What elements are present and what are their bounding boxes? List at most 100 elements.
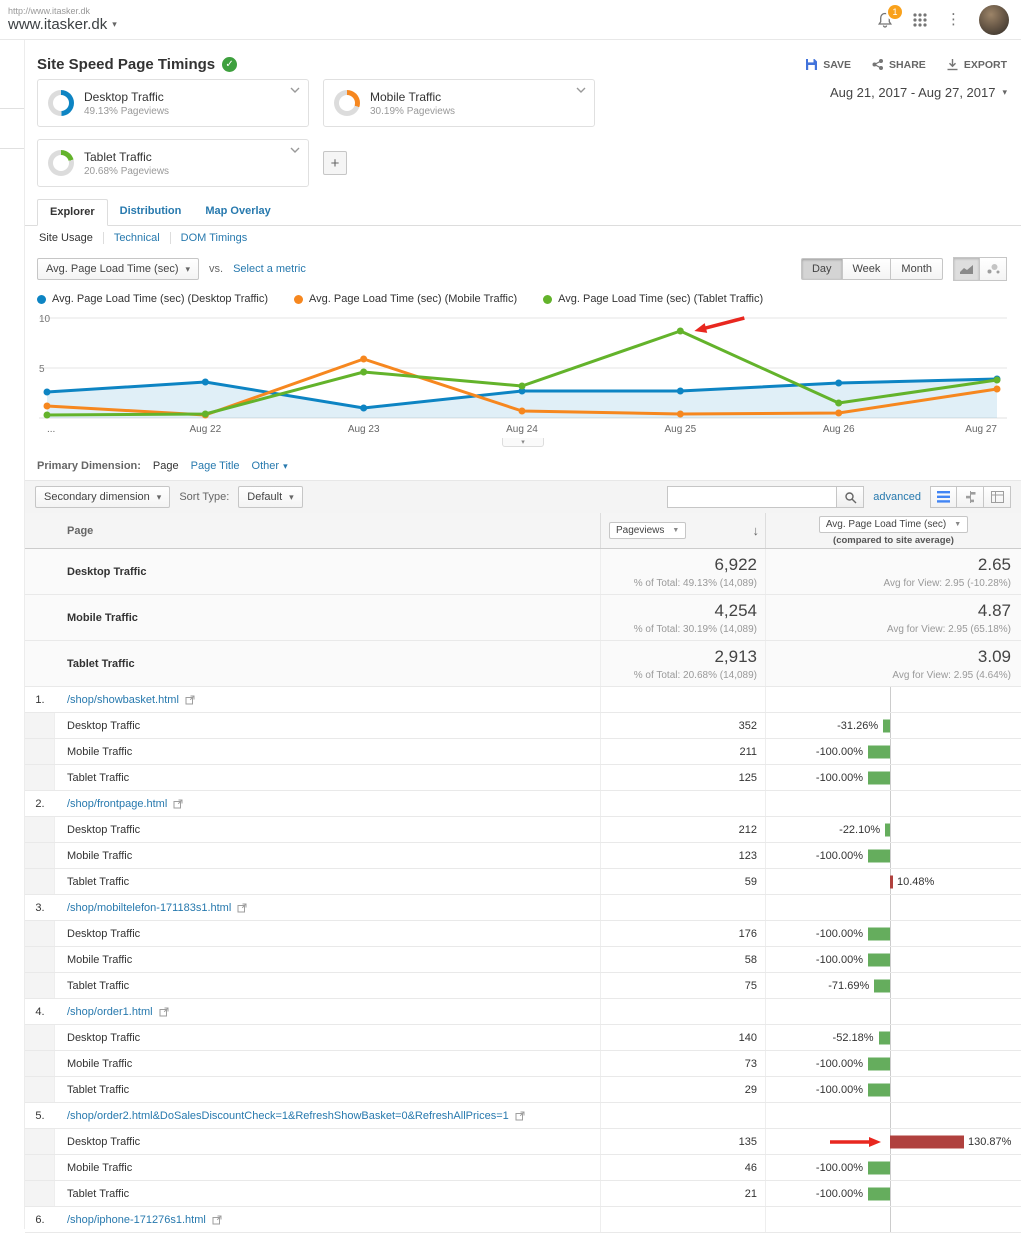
subtab-technical[interactable]: Technical bbox=[102, 232, 170, 244]
delta-bar bbox=[885, 823, 890, 836]
chart-type-motion-button[interactable] bbox=[980, 257, 1007, 281]
bar-axis bbox=[890, 1077, 891, 1102]
page-cell: /shop/order2.html&DoSalesDiscountCheck=1… bbox=[55, 1103, 600, 1128]
page-group-row: 5. /shop/order2.html&DoSalesDiscountCheck… bbox=[25, 1103, 1021, 1129]
dimension-page[interactable]: Page bbox=[152, 460, 179, 472]
page-link[interactable]: /shop/order1.html bbox=[67, 1005, 153, 1018]
row-segment-label: Desktop Traffic bbox=[67, 1031, 141, 1044]
advanced-link[interactable]: advanced bbox=[873, 491, 921, 503]
legend-item: Avg. Page Load Time (sec) (Tablet Traffi… bbox=[543, 293, 763, 305]
table-search-input[interactable] bbox=[667, 486, 838, 508]
row-pageviews: 58 bbox=[600, 947, 765, 972]
row-pageviews: 73 bbox=[600, 1051, 765, 1076]
tab-distribution[interactable]: Distribution bbox=[119, 205, 182, 217]
timeline-chart[interactable]: 5 10... Aug 22 Aug 23 Aug 24 Aug 25 Aug 26 Aug … bbox=[31, 308, 1013, 438]
dimension-page-title[interactable]: Page Title bbox=[190, 460, 240, 472]
row-segment-label: Mobile Traffic bbox=[67, 953, 133, 966]
open-in-new-icon[interactable] bbox=[212, 1215, 222, 1225]
pageviews-cell bbox=[600, 895, 765, 920]
open-in-new-icon[interactable] bbox=[237, 903, 247, 913]
collapsed-sidebar[interactable] bbox=[0, 40, 25, 1229]
caret-down-icon: ▾ bbox=[112, 19, 117, 29]
delta-label: -100.00% bbox=[815, 771, 863, 784]
metric-cell bbox=[765, 1207, 1021, 1232]
open-in-new-icon[interactable] bbox=[185, 695, 195, 705]
page-link[interactable]: /shop/order2.html&DoSalesDiscountCheck=1… bbox=[67, 1109, 509, 1122]
subtab-site-usage[interactable]: Site Usage bbox=[39, 232, 93, 244]
metric-cell bbox=[765, 1103, 1021, 1128]
metric-column-select[interactable]: Avg. Page Load Time (sec) ▼ bbox=[818, 515, 969, 533]
report-tabs: Explorer Distribution Map Overlay bbox=[25, 199, 1021, 226]
segment-card-desktop[interactable]: Desktop Traffic 49.13% Pageviews bbox=[37, 79, 309, 127]
property-selector[interactable]: http://www.itasker.dk www.itasker.dk ▾ bbox=[8, 6, 117, 33]
chart-collapse-handle[interactable]: ▾ bbox=[502, 438, 544, 447]
select-metric-link[interactable]: Select a metric bbox=[233, 263, 306, 275]
svg-text:...: ... bbox=[47, 424, 55, 435]
delta-bar bbox=[868, 849, 890, 862]
page-link[interactable]: /shop/mobiltelefon-171183s1.html bbox=[67, 901, 232, 914]
row-gutter bbox=[25, 713, 55, 738]
segment-card-mobile[interactable]: Mobile Traffic 30.19% Pageviews bbox=[323, 79, 595, 127]
account-selector[interactable]: www.itasker.dk ▾ bbox=[8, 16, 117, 33]
date-range-picker[interactable]: Aug 21, 2017 - Aug 27, 2017 ▾ bbox=[829, 85, 1007, 100]
segment-donut-icon bbox=[334, 90, 360, 116]
tab-explorer[interactable]: Explorer bbox=[37, 199, 108, 226]
pageviews-cell bbox=[600, 999, 765, 1024]
kebab-menu-button[interactable]: ⋮ bbox=[946, 11, 961, 28]
tab-map-overlay[interactable]: Map Overlay bbox=[205, 205, 271, 217]
row-pageviews: 29 bbox=[600, 1077, 765, 1102]
share-button[interactable]: SHARE bbox=[871, 58, 926, 71]
column-header-page[interactable]: Page bbox=[67, 524, 94, 537]
bar-axis bbox=[890, 1181, 891, 1206]
open-in-new-icon[interactable] bbox=[159, 1007, 169, 1017]
delta-bar bbox=[883, 719, 890, 732]
row-gutter bbox=[25, 947, 55, 972]
summary-row: Tablet Traffic 2,913 % of Total: 20.68% (1… bbox=[25, 641, 1021, 687]
delta-label: -100.00% bbox=[815, 1187, 863, 1200]
view-pivot-button[interactable] bbox=[984, 486, 1011, 508]
save-button[interactable]: SAVE bbox=[805, 58, 851, 71]
segment-card-tablet[interactable]: Tablet Traffic 20.68% Pageviews bbox=[37, 139, 309, 187]
open-in-new-icon[interactable] bbox=[515, 1111, 525, 1121]
segment-data-row: Desktop Traffic 135 130.87% bbox=[25, 1129, 1021, 1155]
pageviews-column-select[interactable]: Pageviews ▼ bbox=[609, 522, 687, 539]
row-segment-label: Desktop Traffic bbox=[67, 719, 141, 732]
legend-item: Avg. Page Load Time (sec) (Mobile Traffi… bbox=[294, 293, 517, 305]
dimension-other[interactable]: Other bbox=[251, 460, 280, 472]
delta-bar bbox=[874, 979, 890, 992]
granularity-day[interactable]: Day bbox=[800, 258, 843, 280]
row-pageviews: 140 bbox=[600, 1025, 765, 1050]
add-segment-button[interactable]: + bbox=[323, 151, 347, 175]
sort-descending-icon[interactable]: ↓ bbox=[752, 523, 760, 538]
granularity-week[interactable]: Week bbox=[842, 258, 892, 280]
avatar[interactable] bbox=[979, 4, 1009, 35]
row-segment-label: Desktop Traffic bbox=[67, 1135, 141, 1148]
chart-legend: Avg. Page Load Time (sec) (Desktop Traff… bbox=[25, 281, 1021, 305]
summary-metric: 3.09 Avg for View: 2.95 (4.64%) bbox=[765, 641, 1021, 686]
chart-type-line-button[interactable] bbox=[953, 257, 980, 281]
page-link[interactable]: /shop/frontpage.html bbox=[67, 797, 168, 810]
export-button[interactable]: EXPORT bbox=[946, 58, 1007, 71]
subtab-dom-timings[interactable]: DOM Timings bbox=[169, 232, 258, 244]
summary-metric-value: 3.09 bbox=[977, 646, 1011, 666]
svg-text:Aug 22: Aug 22 bbox=[189, 424, 221, 435]
page-link[interactable]: /shop/showbasket.html bbox=[67, 693, 179, 706]
chevron-down-icon[interactable] bbox=[290, 147, 300, 153]
metric-cell bbox=[765, 895, 1021, 920]
search-button[interactable] bbox=[837, 486, 865, 508]
row-index: 3. bbox=[35, 901, 45, 914]
secondary-dimension-button[interactable]: Secondary dimension ▾ bbox=[35, 486, 171, 508]
apps-grid-button[interactable] bbox=[912, 12, 928, 28]
view-comparison-button[interactable] bbox=[957, 486, 984, 508]
page-link[interactable]: /shop/iphone-171276s1.html bbox=[67, 1213, 206, 1226]
metric-cell: -22.10% bbox=[765, 817, 1021, 842]
open-in-new-icon[interactable] bbox=[173, 799, 183, 809]
view-table-button[interactable] bbox=[930, 486, 957, 508]
notifications-button[interactable]: 1 bbox=[876, 4, 902, 29]
chevron-down-icon[interactable] bbox=[290, 87, 300, 93]
metric-selector-dropdown[interactable]: Avg. Page Load Time (sec) ▾ bbox=[37, 258, 200, 280]
chevron-down-icon[interactable] bbox=[576, 87, 586, 93]
delta-bar bbox=[890, 875, 893, 888]
sort-type-button[interactable]: Default ▾ bbox=[238, 486, 303, 508]
granularity-month[interactable]: Month bbox=[891, 258, 943, 280]
